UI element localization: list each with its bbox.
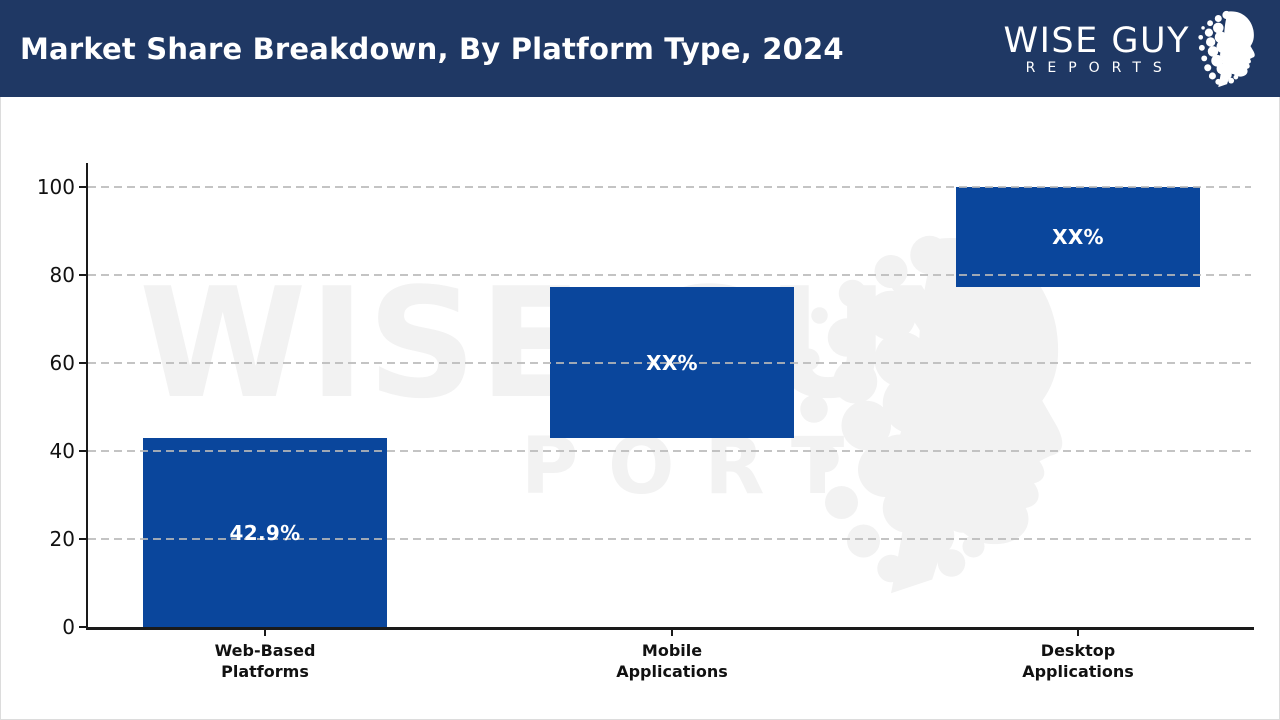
logo-face-icon [1198, 10, 1255, 87]
y-axis-label-60: 60 [49, 351, 75, 375]
x-axis-category-label-2: Mobile Applications [616, 641, 728, 681]
logo-text: WISE GUY REPORTS [1003, 20, 1190, 77]
header-bar: Market Share Breakdown, By Platform Type… [0, 0, 1280, 97]
watermark-face-icon [797, 235, 1063, 594]
chart-area: WISE GUY PORTS 0 20 40 60 80 100 42.9% Web-Base… [0, 97, 1280, 720]
x-axis-line [86, 627, 1254, 630]
y-axis-label-100: 100 [36, 175, 75, 199]
y-axis-tick-20 [79, 538, 87, 540]
logo-subtext: REPORTS [1025, 60, 1174, 77]
x-axis-tick-2 [671, 629, 673, 636]
y-axis-tick-40 [79, 450, 87, 452]
bar-3 [956, 187, 1200, 287]
y-axis-label-0: 0 [62, 615, 75, 639]
y-axis-tick-80 [79, 274, 87, 276]
x-axis-tick-1 [264, 629, 266, 636]
wise-guy-logo: WISE GUY REPORTS [1003, 0, 1266, 97]
gridline-60 [88, 362, 1251, 364]
y-axis-label-40: 40 [49, 439, 75, 463]
bar-value-label-3: XX% [1052, 224, 1104, 249]
x-axis-category-label-3: Desktop Applications [1022, 641, 1134, 681]
gridline-40 [88, 450, 1251, 452]
y-axis-label-20: 20 [49, 527, 75, 551]
x-axis-tick-3 [1077, 629, 1079, 636]
logo-wordmark: WISE GUY [1003, 20, 1190, 61]
y-axis-tick-100 [79, 186, 87, 188]
y-axis-tick-0 [79, 626, 87, 628]
y-axis-label-80: 80 [49, 263, 75, 287]
page-title: Market Share Breakdown, By Platform Type… [20, 31, 844, 66]
gridline-20 [88, 538, 1251, 540]
bar-1 [143, 438, 387, 627]
y-axis-line [86, 163, 88, 630]
y-axis-tick-60 [79, 362, 87, 364]
gridline-80 [88, 274, 1251, 276]
gridline-100 [88, 186, 1251, 188]
bar-value-label-1: 42.9% [229, 520, 301, 545]
x-axis-category-label-1: Web-Based Platforms [214, 641, 316, 681]
bar-value-label-2: XX% [646, 350, 698, 375]
